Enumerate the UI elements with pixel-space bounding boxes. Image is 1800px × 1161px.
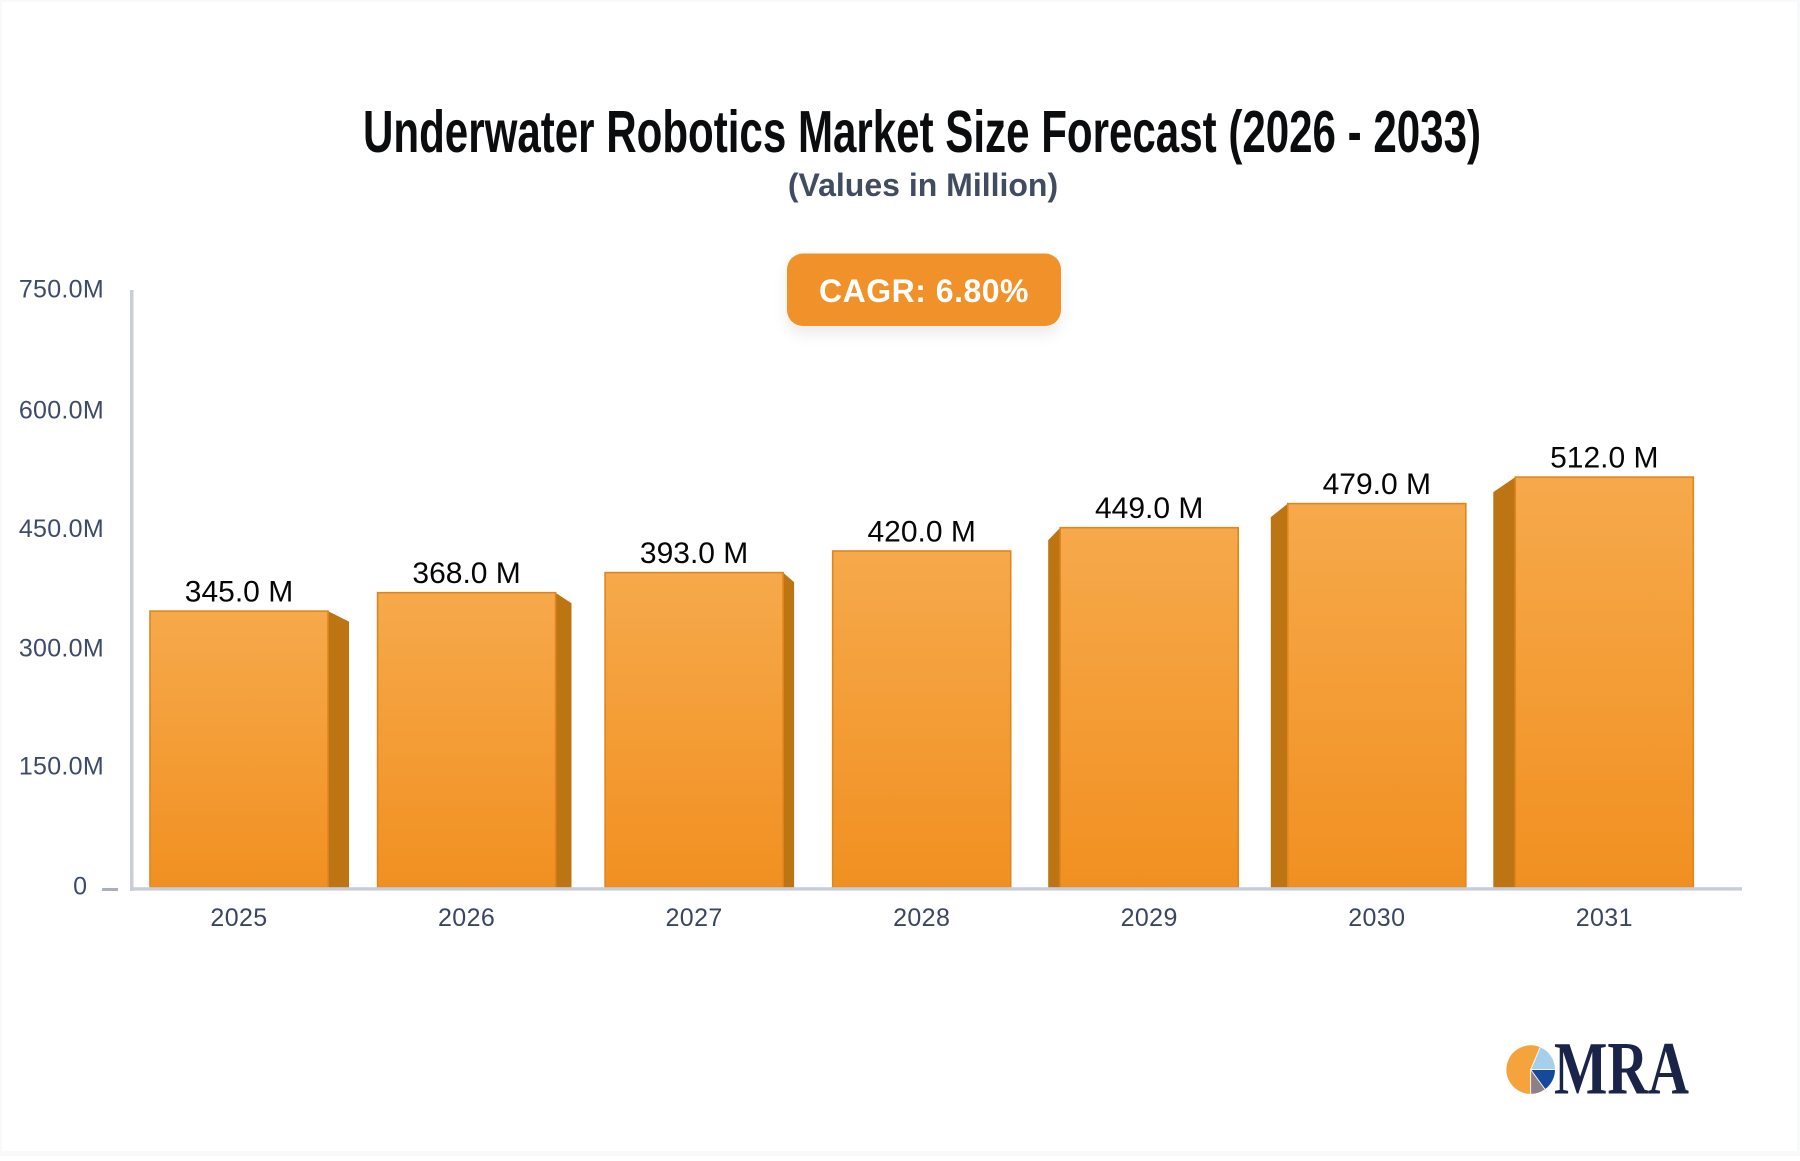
svg-text:2029: 2029	[1121, 904, 1178, 932]
svg-text:2031: 2031	[1576, 904, 1633, 932]
svg-text:2027: 2027	[665, 904, 722, 932]
svg-text:0: 0	[73, 873, 87, 901]
svg-text:Underwater Robotics Market Siz: Underwater Robotics Market Size Forecast…	[363, 99, 1481, 165]
svg-text:300.0M: 300.0M	[19, 635, 104, 663]
svg-text:449.0 M: 449.0 M	[1095, 492, 1203, 525]
svg-text:750.0M: 750.0M	[19, 276, 104, 304]
svg-text:2030: 2030	[1348, 904, 1405, 932]
svg-text:393.0 M: 393.0 M	[640, 537, 748, 570]
svg-text:2026: 2026	[438, 904, 495, 932]
svg-text:2028: 2028	[893, 904, 950, 932]
svg-text:345.0 M: 345.0 M	[185, 576, 293, 609]
svg-text:CAGR: 6.80%: CAGR: 6.80%	[819, 273, 1029, 309]
svg-text:(Values in Million): (Values in Million)	[788, 167, 1058, 203]
svg-text:479.0 M: 479.0 M	[1323, 468, 1431, 501]
svg-text:420.0 M: 420.0 M	[867, 516, 975, 549]
svg-text:368.0 M: 368.0 M	[412, 557, 520, 590]
svg-text:512.0 M: 512.0 M	[1550, 442, 1658, 475]
svg-text:2025: 2025	[210, 904, 267, 932]
svg-text:150.0M: 150.0M	[19, 753, 104, 781]
svg-text:600.0M: 600.0M	[19, 397, 104, 425]
svg-text:450.0M: 450.0M	[19, 515, 104, 543]
svg-text:MRA: MRA	[1554, 1028, 1689, 1111]
